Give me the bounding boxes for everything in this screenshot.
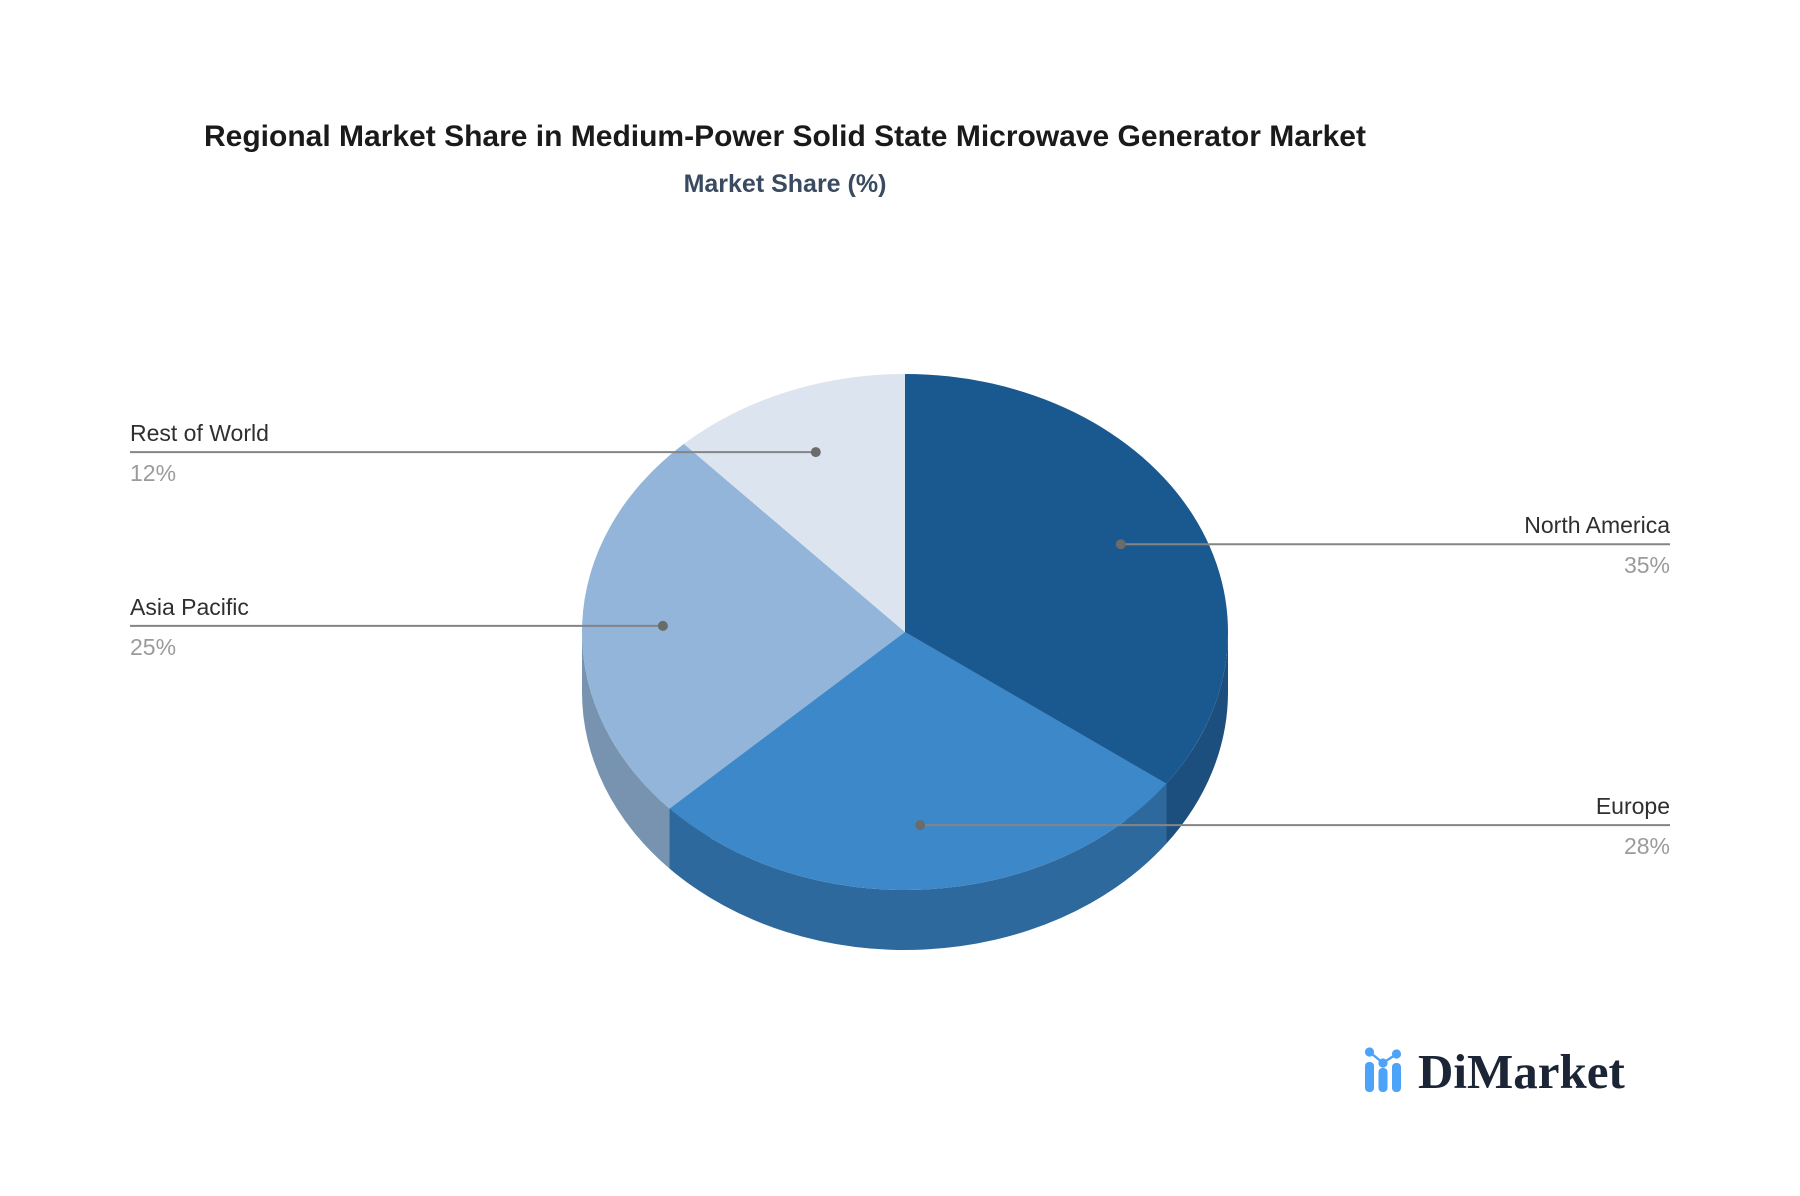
slice-percentage: 35%: [1623, 552, 1670, 578]
chart-title: Regional Market Share in Medium-Power So…: [204, 120, 1366, 153]
brand-logo: DiMarket: [1363, 1040, 1625, 1099]
leader-dot: [657, 620, 668, 631]
chart-subtitle: Market Share (%): [683, 170, 887, 198]
slice-name: Asia Pacific: [130, 594, 249, 620]
slice-percentage: 25%: [130, 634, 177, 660]
label-asia-pacific: Asia Pacific 25%: [130, 594, 249, 660]
pie-slice-rest-of-world[interactable]: [683, 374, 905, 632]
pie-slice-side: [669, 783, 1167, 950]
label-rest-of-world: Rest of World 12%: [130, 420, 269, 486]
slice-percentage: 12%: [130, 460, 177, 486]
logo-text: DiMarket: [1418, 1044, 1625, 1099]
slice-name: Rest of World: [130, 420, 269, 446]
label-north-america: North America 35%: [1524, 512, 1670, 578]
logo-bar-chart-icon: [1364, 1047, 1402, 1092]
pie-slice-side: [1166, 632, 1228, 844]
leader-dot: [1115, 539, 1126, 550]
pie-slice-asia-pacific[interactable]: [582, 443, 905, 809]
slice-name: North America: [1524, 512, 1670, 538]
slice-percentage: 28%: [1623, 833, 1670, 859]
pie-slice-side: [582, 632, 670, 869]
leader-dot: [915, 820, 926, 831]
slice-name: Europe: [1595, 793, 1670, 819]
pie-slice-north-america[interactable]: [905, 374, 1228, 784]
label-europe: Europe 28%: [1596, 793, 1670, 859]
leader-dot: [810, 447, 821, 458]
